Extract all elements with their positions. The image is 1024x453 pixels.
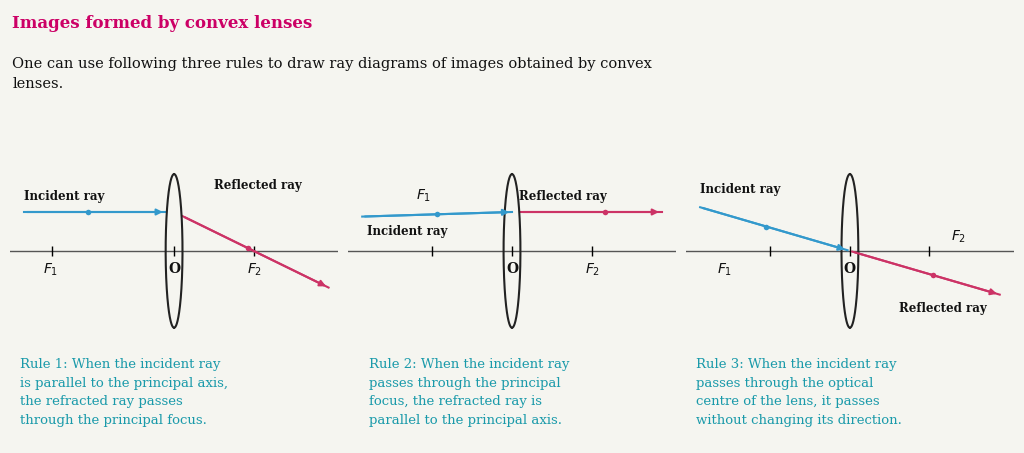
Text: $F_1$: $F_1$: [717, 261, 732, 278]
Text: $F_2$: $F_2$: [247, 261, 262, 278]
Text: O: O: [506, 262, 518, 276]
Text: Reflected ray: Reflected ray: [214, 179, 302, 193]
Text: $F_1$: $F_1$: [416, 188, 431, 204]
Text: Incident ray: Incident ray: [700, 183, 780, 196]
Text: One can use following three rules to draw ray diagrams of images obtained by con: One can use following three rules to dra…: [12, 57, 652, 91]
Text: Reflected ray: Reflected ray: [899, 302, 987, 315]
Text: $F_2$: $F_2$: [585, 261, 600, 278]
Text: $F_2$: $F_2$: [950, 229, 966, 245]
Text: Images formed by convex lenses: Images formed by convex lenses: [12, 15, 312, 32]
Text: $F_1$: $F_1$: [43, 261, 58, 278]
Text: O: O: [844, 262, 856, 276]
Text: Incident ray: Incident ray: [25, 190, 104, 202]
Text: Rule 2: When the incident ray
passes through the principal
focus, the refracted : Rule 2: When the incident ray passes thr…: [369, 358, 569, 427]
Text: Rule 3: When the incident ray
passes through the optical
centre of the lens, it : Rule 3: When the incident ray passes thr…: [696, 358, 902, 427]
Text: Incident ray: Incident ray: [367, 225, 447, 238]
Text: Rule 1: When the incident ray
is parallel to the principal axis,
the refracted r: Rule 1: When the incident ray is paralle…: [20, 358, 228, 427]
Text: Reflected ray: Reflected ray: [519, 190, 607, 202]
Text: O: O: [168, 262, 180, 276]
